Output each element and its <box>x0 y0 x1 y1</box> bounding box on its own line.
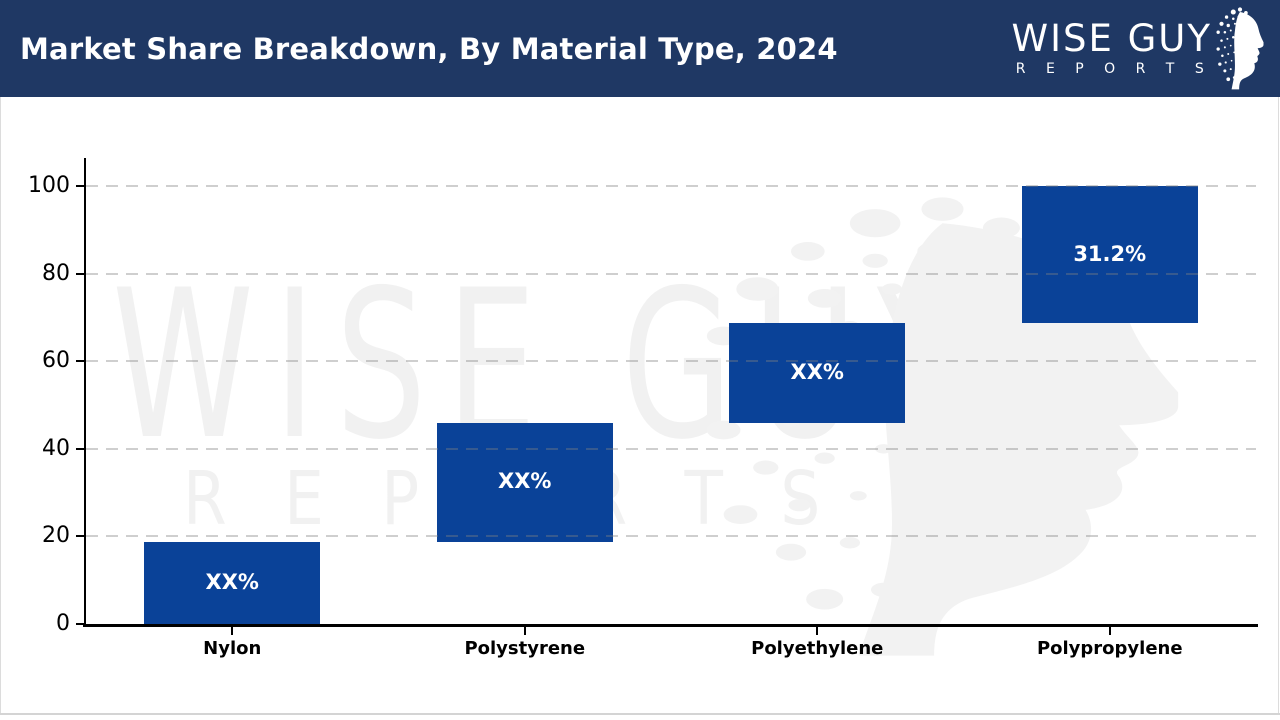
y-tick-label: 20 <box>42 523 70 549</box>
x-tick-label-polyethylene: Polyethylene <box>751 638 884 659</box>
bar-value-label: XX% <box>790 359 844 384</box>
gridline-80 <box>86 272 1256 275</box>
bar-polystyrene <box>436 422 613 542</box>
x-tick-mark <box>231 627 234 635</box>
x-tick-mark <box>523 627 526 635</box>
bar-nylon <box>144 541 321 624</box>
frame-line-bottom <box>0 713 1280 715</box>
wise-guy-logo: WISE GUY R E P O R T S <box>1012 7 1266 91</box>
gridline-60 <box>86 360 1256 363</box>
y-tick-label: 80 <box>42 260 70 286</box>
y-tick-mark <box>76 272 84 275</box>
bar-polypropylene <box>1021 186 1198 323</box>
y-tick-mark <box>76 535 84 538</box>
gridline-40 <box>86 447 1256 450</box>
y-tick-label: 0 <box>56 611 70 636</box>
frame-line-left <box>0 97 1 715</box>
bar-polyethylene <box>729 322 906 423</box>
y-tick-label: 40 <box>42 435 70 461</box>
gridline-100 <box>86 185 1256 188</box>
y-tick-label: 60 <box>42 348 70 374</box>
x-tick-label-nylon: Nylon <box>203 638 262 659</box>
logo-subtext: R E P O R T S <box>1015 61 1212 77</box>
y-axis-line <box>84 158 86 626</box>
x-tick-label-polypropylene: Polypropylene <box>1036 638 1183 659</box>
gridline-20 <box>86 535 1256 538</box>
x-tick-mark <box>816 627 819 635</box>
chart-canvas: WISE GUY R E P O R T S 020406080100XX%Ny… <box>0 97 1280 714</box>
bar-value-label: 31.2% <box>1073 241 1147 266</box>
y-tick-mark <box>76 623 84 625</box>
x-axis-line <box>83 624 1258 627</box>
x-tick-mark <box>1108 627 1111 635</box>
logo-text: WISE GUY R E P O R T S <box>1012 20 1212 77</box>
y-tick-label: 100 <box>28 173 70 199</box>
y-tick-mark <box>76 447 84 450</box>
bar-value-label: XX% <box>205 569 259 594</box>
y-tick-mark <box>76 185 84 188</box>
y-tick-mark <box>76 360 84 363</box>
x-tick-label-polystyrene: Polystyrene <box>464 638 586 659</box>
frame-line-right <box>1278 97 1279 715</box>
page-title: Market Share Breakdown, By Material Type… <box>20 31 838 66</box>
bar-value-label: XX% <box>498 469 552 494</box>
logo-wordmark: WISE GUY <box>1011 17 1212 60</box>
header-bar: Market Share Breakdown, By Material Type… <box>0 0 1280 97</box>
